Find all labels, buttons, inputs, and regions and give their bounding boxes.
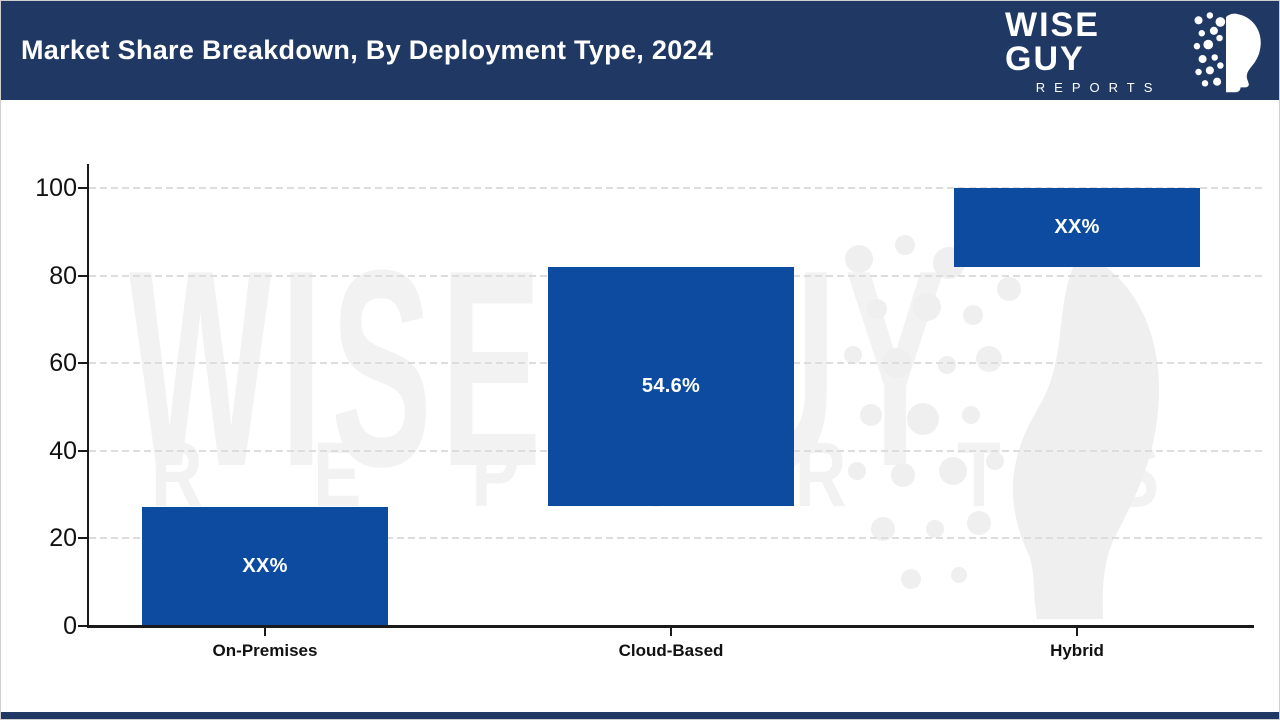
y-tick-60 (78, 362, 87, 365)
y-tick-label-40: 40 (49, 436, 77, 465)
x-category-label-1: Cloud-Based (618, 641, 724, 660)
bar-on-premises: XX% (142, 506, 388, 626)
brand-subname: REPORTS (1035, 79, 1162, 95)
x-tick-1 (670, 627, 672, 636)
bar-value-label: XX% (242, 554, 288, 577)
x-category-label-2: Hybrid (1050, 641, 1104, 660)
bar-cloud-based: 54.6% (548, 266, 794, 506)
brand-logo-text: WISE GUY REPORTS (1005, 8, 1188, 95)
y-tick-40 (78, 449, 87, 452)
gridline-20 (89, 537, 1265, 540)
y-tick-20 (78, 537, 87, 540)
bar-value-label: XX% (1054, 215, 1100, 238)
chart-title: Market Share Breakdown, By Deployment Ty… (21, 35, 714, 65)
x-axis-line (86, 625, 1254, 628)
x-tick-2 (1076, 627, 1078, 636)
gridline-100 (89, 187, 1265, 189)
brand-name: WISE GUY (1005, 5, 1100, 78)
bar-value-label: 54.6% (641, 374, 701, 397)
y-tick-80 (78, 274, 87, 277)
y-axis-line (86, 164, 89, 628)
brand-logo: WISE GUY REPORTS (1005, 8, 1265, 95)
x-tick-0 (264, 627, 266, 636)
y-tick-0 (78, 625, 87, 627)
header-bar: Market Share Breakdown, By Deployment Ty… (1, 1, 1279, 100)
y-tick-label-100: 100 (35, 174, 77, 202)
y-tick-label-60: 60 (49, 349, 77, 378)
y-tick-label-0: 0 (63, 612, 77, 640)
footer-bar (1, 712, 1279, 719)
bar-hybrid: XX% (954, 188, 1200, 267)
y-tick-label-20: 20 (49, 524, 77, 553)
y-tick-label-80: 80 (49, 261, 77, 290)
x-category-label-0: On-Premises (212, 641, 318, 660)
watermark-head-icon (844, 234, 1160, 619)
y-tick-100 (78, 187, 87, 189)
brand-head-icon (1193, 12, 1261, 93)
